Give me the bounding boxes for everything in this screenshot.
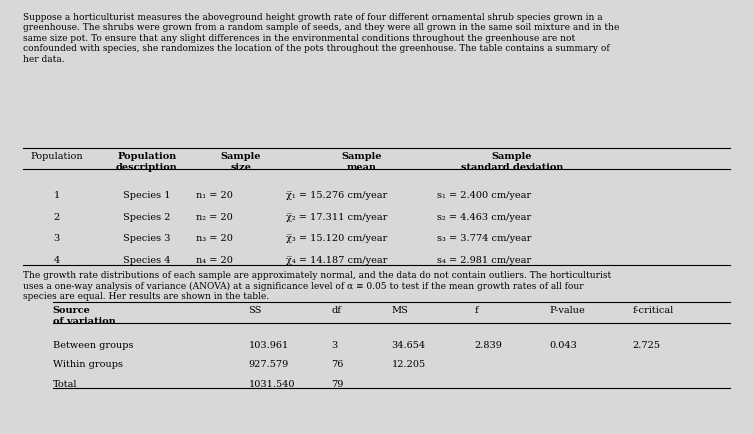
Text: χ̅₁ = 15.276 cm/year: χ̅₁ = 15.276 cm/year [286,191,387,200]
Text: standard deviation: standard deviation [461,163,563,172]
Text: description: description [116,163,178,172]
Text: n₁ = 20: n₁ = 20 [196,191,233,200]
Text: χ̅₄ = 14.187 cm/year: χ̅₄ = 14.187 cm/year [286,256,388,265]
Text: n₃ = 20: n₃ = 20 [196,234,233,243]
Text: Between groups: Between groups [53,341,133,350]
Text: Species 4: Species 4 [123,256,171,265]
Text: n₄ = 20: n₄ = 20 [196,256,233,265]
Text: P-value: P-value [550,306,585,315]
Text: The growth rate distributions of each sample are approximately normal, and the d: The growth rate distributions of each sa… [23,271,611,301]
Text: SS: SS [248,306,262,315]
Text: df: df [331,306,341,315]
Text: s₁ = 2.400 cm/year: s₁ = 2.400 cm/year [437,191,531,200]
Text: Species 3: Species 3 [123,234,171,243]
Text: Source: Source [53,306,90,315]
Text: 2: 2 [53,213,59,222]
Text: size: size [230,163,252,172]
Text: f: f [474,306,478,315]
Text: mean: mean [346,163,376,172]
Text: χ̅₃ = 15.120 cm/year: χ̅₃ = 15.120 cm/year [286,234,387,243]
Text: s₄ = 2.981 cm/year: s₄ = 2.981 cm/year [437,256,531,265]
Text: Population: Population [30,152,83,161]
Text: 3: 3 [331,341,337,350]
Text: Population: Population [117,152,176,161]
Text: of variation: of variation [53,317,115,326]
Text: 79: 79 [331,380,343,389]
Text: 927.579: 927.579 [248,360,288,369]
Text: 1031.540: 1031.540 [248,380,295,389]
Text: 103.961: 103.961 [248,341,288,350]
Text: 0.043: 0.043 [550,341,578,350]
Text: f-critical: f-critical [633,306,674,315]
Text: 76: 76 [331,360,343,369]
Text: 3: 3 [53,234,59,243]
Text: 1: 1 [53,191,59,200]
Text: 12.205: 12.205 [392,360,425,369]
Text: Sample: Sample [341,152,382,161]
Text: s₂ = 4.463 cm/year: s₂ = 4.463 cm/year [437,213,531,222]
Text: Sample: Sample [492,152,532,161]
Text: n₂ = 20: n₂ = 20 [196,213,233,222]
Text: 4: 4 [53,256,59,265]
Text: Within groups: Within groups [53,360,123,369]
Text: 34.654: 34.654 [392,341,425,350]
Text: MS: MS [392,306,408,315]
Text: Sample: Sample [221,152,261,161]
Text: 2.839: 2.839 [474,341,502,350]
Text: Species 1: Species 1 [123,191,171,200]
Text: s₃ = 3.774 cm/year: s₃ = 3.774 cm/year [437,234,531,243]
Text: Species 2: Species 2 [123,213,171,222]
Text: Suppose a horticulturist measures the aboveground height growth rate of four dif: Suppose a horticulturist measures the ab… [23,13,619,64]
Text: Total: Total [53,380,78,389]
Text: χ̅₂ = 17.311 cm/year: χ̅₂ = 17.311 cm/year [286,213,388,222]
Text: 2.725: 2.725 [633,341,660,350]
